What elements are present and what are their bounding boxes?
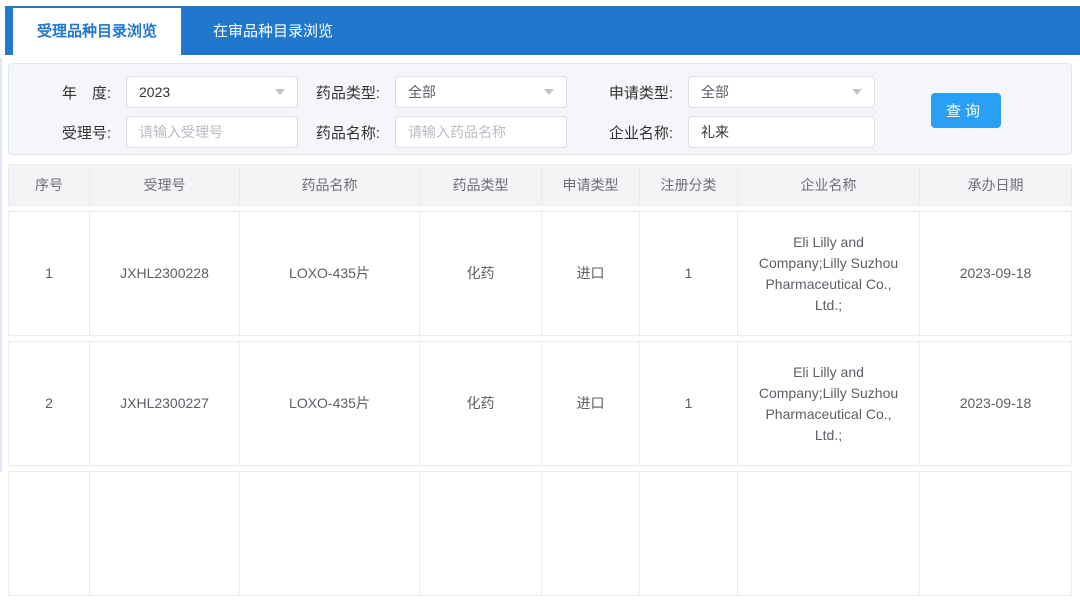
apply-type-label: 申请类型: <box>608 84 673 102</box>
table-row: 1 JXHL2300228 LOXO-435片 化药 进口 1 Eli Lill… <box>8 211 1072 336</box>
header-seq-no: 序号 <box>8 164 90 206</box>
cell-apply-type: 进口 <box>542 341 640 466</box>
cell-drug-type: 化药 <box>420 341 542 466</box>
results-table: 序号 受理号 药品名称 药品类型 申请类型 注册分类 企业名称 承办日期 1 J… <box>8 159 1072 601</box>
table-row: 2 JXHL2300227 LOXO-435片 化药 进口 1 Eli Lill… <box>8 341 1072 466</box>
cell-company-name: Eli Lilly and Company;Lilly Suzhou Pharm… <box>738 341 920 466</box>
apply-type-select-value: 全部 <box>701 84 729 100</box>
cell-drug-name: LOXO-435片 <box>240 341 420 466</box>
cell-registration-class: 1 <box>640 211 738 336</box>
company-name-input[interactable] <box>688 116 875 148</box>
drug-type-label: 药品类型: <box>315 84 380 102</box>
cell-handle-date: 2023-09-18 <box>920 341 1072 466</box>
header-acceptance-no: 受理号 <box>90 164 240 206</box>
cell-seq-no: 2 <box>8 341 90 466</box>
header-drug-type: 药品类型 <box>420 164 542 206</box>
filter-row-2: 受理号: 药品名称: 企业名称: <box>9 116 1071 148</box>
tab-under-review-catalog[interactable]: 在审品种目录浏览 <box>213 23 334 40</box>
cell-drug-name: LOXO-435片 <box>240 211 420 336</box>
tab-bar: 受理品种目录浏览 在审品种目录浏览 <box>5 6 1080 55</box>
header-apply-type: 申请类型 <box>542 164 640 206</box>
chevron-down-icon <box>275 89 285 95</box>
acceptance-no-label: 受理号: <box>61 124 111 142</box>
header-handle-date: 承办日期 <box>920 164 1072 206</box>
cell-apply-type: 进口 <box>542 211 640 336</box>
drug-type-select-value: 全部 <box>408 84 436 100</box>
cell-registration-class: 1 <box>640 341 738 466</box>
cell-seq-no: 1 <box>8 211 90 336</box>
year-select-value: 2023 <box>139 84 171 100</box>
filter-row-1: 年 度: 2023 药品类型: 全部 申请类型: 全部 <box>9 76 1071 108</box>
filter-panel: 年 度: 2023 药品类型: 全部 申请类型: 全部 受理号: 药品名称: 企… <box>8 63 1072 155</box>
table-header-row: 序号 受理号 药品名称 药品类型 申请类型 注册分类 企业名称 承办日期 <box>8 164 1072 206</box>
acceptance-no-input[interactable] <box>126 116 298 148</box>
cell-drug-type: 化药 <box>420 211 542 336</box>
chevron-down-icon <box>544 89 554 95</box>
tab-accepted-catalog[interactable]: 受理品种目录浏览 <box>13 8 182 55</box>
drug-type-select[interactable]: 全部 <box>395 76 567 108</box>
cell-acceptance-no: JXHL2300227 <box>90 341 240 466</box>
drug-name-input[interactable] <box>395 116 567 148</box>
drug-name-label: 药品名称: <box>315 124 380 142</box>
cell-handle-date: 2023-09-18 <box>920 211 1072 336</box>
header-company-name: 企业名称 <box>738 164 920 206</box>
year-label: 年 度: <box>61 84 111 102</box>
cell-company-name: Eli Lilly and Company;Lilly Suzhou Pharm… <box>738 211 920 336</box>
cell-acceptance-no: JXHL2300228 <box>90 211 240 336</box>
chevron-down-icon <box>852 89 862 95</box>
search-button[interactable]: 查询 <box>931 93 1001 128</box>
apply-type-select[interactable]: 全部 <box>688 76 875 108</box>
header-registration-class: 注册分类 <box>640 164 738 206</box>
header-drug-name: 药品名称 <box>240 164 420 206</box>
page-left-edge <box>0 58 2 472</box>
year-select[interactable]: 2023 <box>126 76 298 108</box>
company-name-label: 企业名称: <box>608 124 673 142</box>
table-row-partial <box>8 471 1072 596</box>
